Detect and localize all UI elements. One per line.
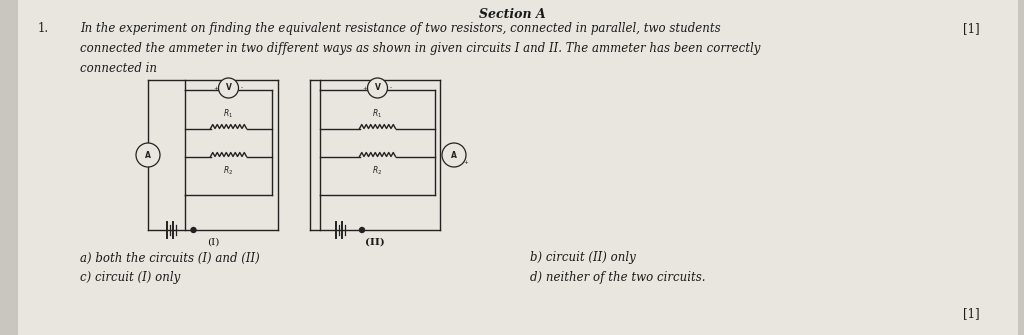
Text: +: + (464, 160, 468, 165)
Text: (I): (I) (207, 238, 219, 247)
Text: Section A: Section A (478, 8, 546, 21)
Text: In the experiment on finding the equivalent resistance of two resistors, connect: In the experiment on finding the equival… (80, 22, 721, 35)
Text: A: A (451, 150, 457, 159)
Text: +: + (361, 85, 368, 90)
Text: $R_1$: $R_1$ (223, 108, 233, 121)
Text: 1.: 1. (38, 22, 49, 35)
Text: connected in: connected in (80, 62, 157, 75)
Circle shape (368, 78, 387, 98)
Text: $R_2$: $R_2$ (373, 164, 383, 177)
Text: $R_1$: $R_1$ (373, 108, 383, 121)
Text: V: V (225, 83, 231, 92)
Text: (II): (II) (366, 238, 385, 247)
Circle shape (359, 227, 365, 232)
Text: -: - (389, 85, 391, 90)
Text: a) both the circuits (I) and (II): a) both the circuits (I) and (II) (80, 252, 260, 265)
Circle shape (218, 78, 239, 98)
Text: +: + (213, 85, 218, 90)
Circle shape (191, 227, 196, 232)
Text: V: V (375, 83, 381, 92)
Text: [1]: [1] (964, 22, 980, 35)
Text: c) circuit (I) only: c) circuit (I) only (80, 271, 180, 284)
Circle shape (442, 143, 466, 167)
Text: A: A (145, 150, 151, 159)
Circle shape (136, 143, 160, 167)
Text: connected the ammeter in two different ways as shown in given circuits I and II.: connected the ammeter in two different w… (80, 42, 761, 55)
Text: -: - (241, 85, 243, 90)
Text: d) neither of the two circuits.: d) neither of the two circuits. (530, 271, 706, 284)
Text: $R_2$: $R_2$ (223, 164, 233, 177)
FancyBboxPatch shape (18, 0, 1018, 335)
Text: b) circuit (II) only: b) circuit (II) only (530, 252, 636, 265)
Text: [1]: [1] (964, 307, 980, 320)
